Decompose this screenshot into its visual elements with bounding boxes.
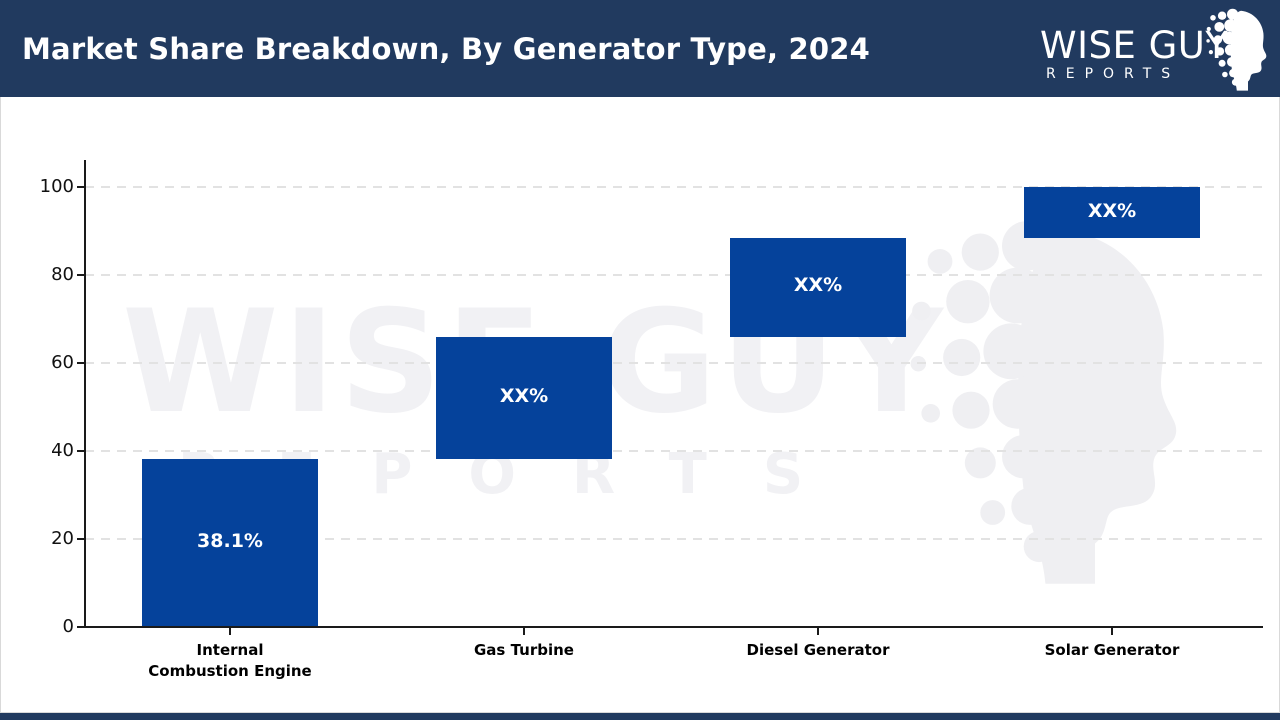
x-category-label-internal-combustion-engine: Internal Combustion Engine	[148, 641, 312, 680]
bar-diesel-generator	[730, 238, 906, 337]
y-tick-label-100: 100	[39, 176, 74, 197]
logo-subtitle: REPORTS	[1046, 66, 1181, 82]
x-category-label-solar-generator: Solar Generator	[1044, 641, 1180, 659]
bar-value-label-solar-generator: XX%	[1087, 199, 1137, 222]
bar-value-label-gas-turbine: XX%	[499, 384, 549, 407]
y-tick-label-60: 60	[51, 352, 74, 373]
logo-wordmark: WISE GUY	[1040, 24, 1229, 67]
x-tick-internal-combustion-engine	[229, 627, 231, 635]
y-tick-label-0: 0	[62, 616, 74, 637]
y-tick-label-20: 20	[51, 528, 74, 549]
gridline-20	[85, 538, 1268, 540]
bar-solar-generator	[1024, 187, 1200, 239]
bar-value-label-internal-combustion-engine: 38.1%	[197, 530, 263, 553]
header-bar: Market Share Breakdown, By Generator Typ…	[0, 0, 1280, 97]
bar-value-label-diesel-generator: XX%	[793, 274, 843, 297]
x-tick-diesel-generator	[817, 627, 819, 635]
bar-internal-combustion-engine	[142, 459, 318, 627]
x-tick-solar-generator	[1111, 627, 1113, 635]
y-tick-20	[77, 538, 85, 540]
y-tick-40	[77, 450, 85, 452]
gridline-60	[85, 362, 1268, 364]
gridline-100	[85, 186, 1268, 188]
logo-head-icon	[1198, 8, 1270, 92]
y-tick-0	[77, 626, 85, 628]
x-axis-line	[84, 626, 1263, 628]
y-tick-80	[77, 274, 85, 276]
y-tick-label-80: 80	[51, 264, 74, 285]
x-tick-gas-turbine	[523, 627, 525, 635]
y-tick-60	[77, 362, 85, 364]
chart-title: Market Share Breakdown, By Generator Typ…	[22, 32, 871, 66]
footer-bar	[0, 713, 1280, 720]
x-category-label-diesel-generator: Diesel Generator	[746, 641, 890, 659]
gridline-80	[85, 274, 1268, 276]
brand-logo: WISE GUY REPORTS	[1014, 6, 1267, 92]
bar-gas-turbine	[436, 336, 612, 460]
x-category-label-gas-turbine: Gas Turbine	[474, 641, 574, 659]
y-tick-100	[77, 186, 85, 188]
y-tick-label-40: 40	[51, 440, 74, 461]
y-axis-line	[84, 160, 86, 628]
gridline-40	[85, 450, 1268, 452]
